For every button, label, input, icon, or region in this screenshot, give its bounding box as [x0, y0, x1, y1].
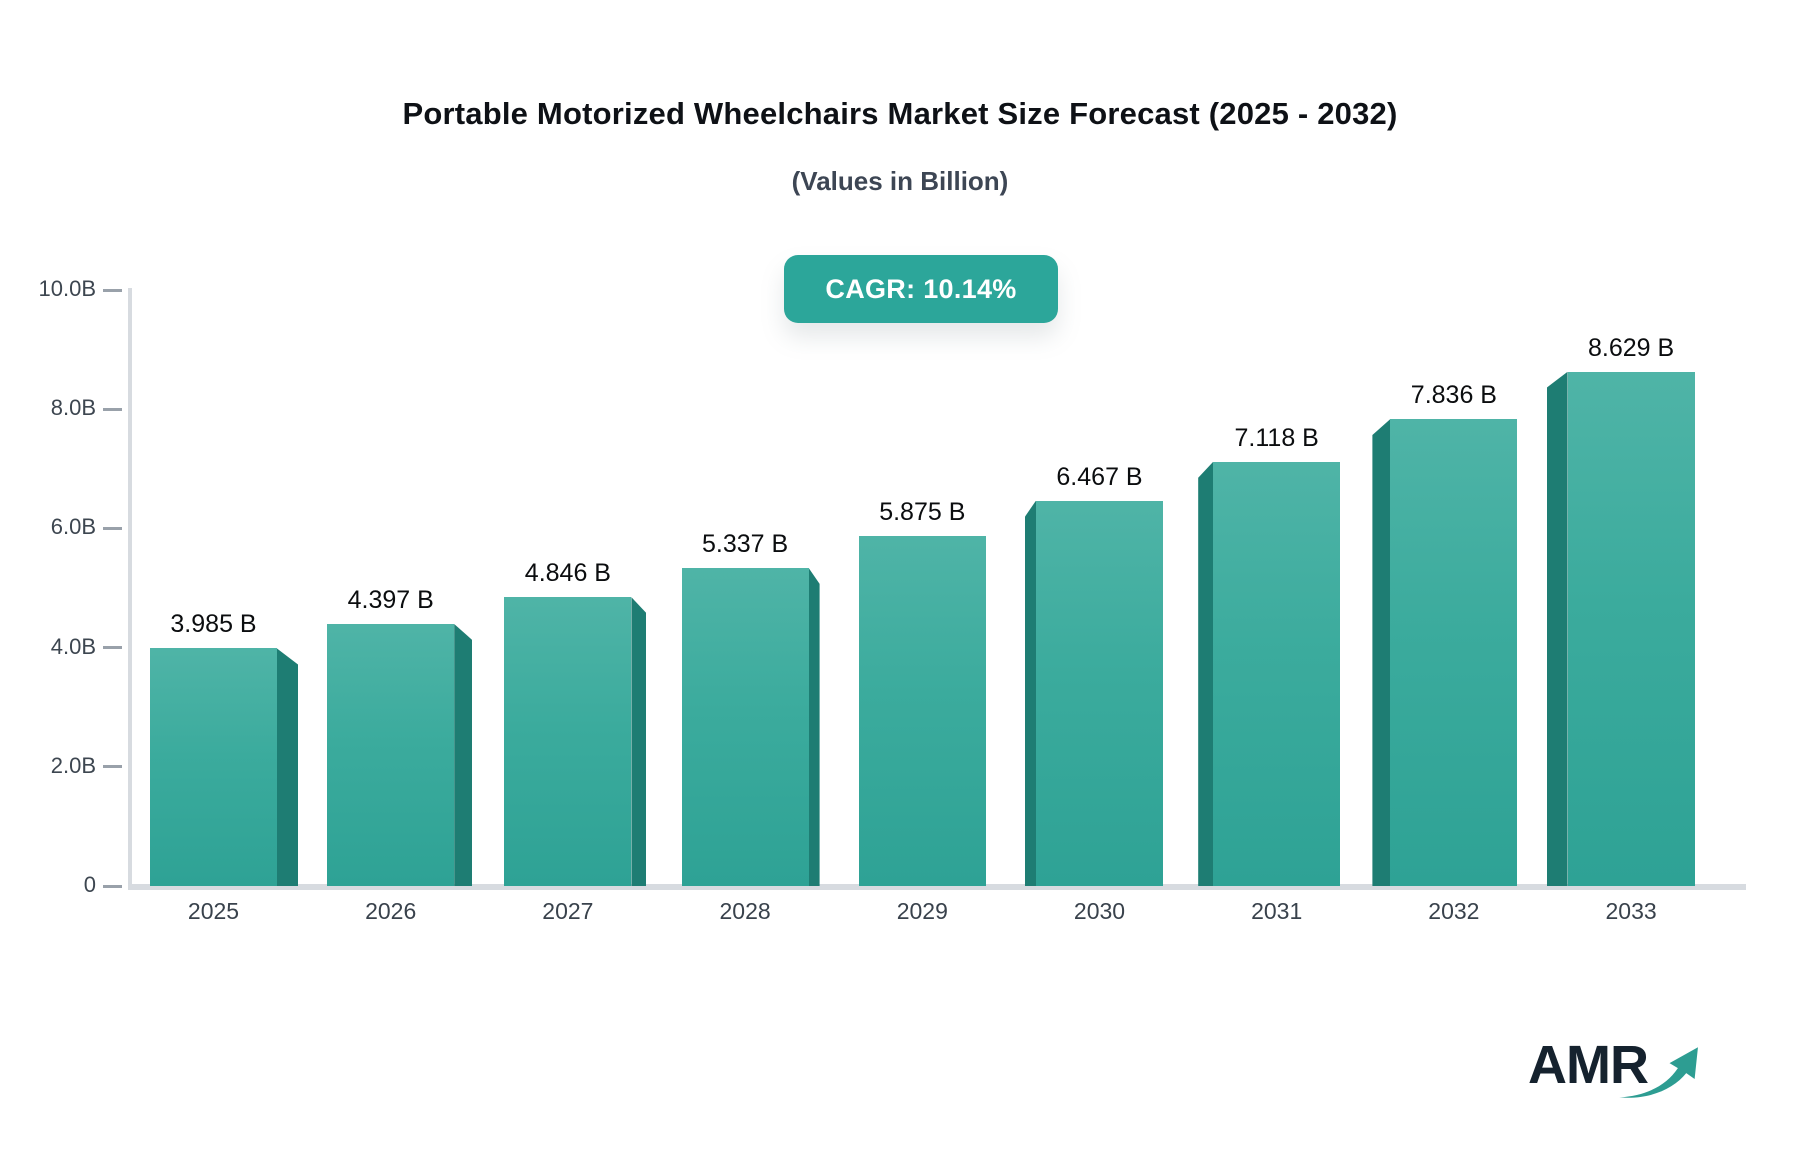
y-axis-label: 8.0B: [50, 395, 96, 421]
bar-value-label: 5.337 B: [702, 529, 789, 558]
bar-side-2025: [277, 648, 298, 886]
x-axis-label: 2030: [1073, 898, 1126, 924]
y-axis-label: 10.0B: [38, 276, 97, 301]
bar-2031: [1213, 461, 1341, 886]
amr-logo: AMR: [1528, 1032, 1738, 1112]
y-axis-tick: [103, 526, 122, 530]
x-axis-label: 2029: [896, 898, 948, 924]
y-axis-tick: [103, 646, 122, 650]
bar-side-2027: [631, 597, 647, 886]
x-axis-label: 2031: [1251, 898, 1303, 924]
bar-side-2031: [1198, 461, 1214, 886]
x-axis-label: 2032: [1428, 898, 1480, 924]
bar-2028: [681, 567, 809, 886]
x-axis-label: 2025: [187, 898, 240, 924]
y-axis-tick: [103, 288, 122, 292]
y-axis-label: 0: [83, 872, 96, 897]
bar-value-label: 5.875 B: [879, 497, 966, 526]
bar-side-2026: [454, 623, 473, 886]
y-axis-label: 6.0B: [50, 514, 96, 540]
cagr-badge-label: CAGR: 10.14%: [825, 273, 1017, 304]
bar-value-label: 3.985 B: [170, 610, 257, 639]
bar-value-label: 4.846 B: [524, 559, 611, 588]
y-axis-label: 2.0B: [50, 752, 96, 778]
y-axis-tick: [103, 765, 122, 769]
y-axis-line: [128, 288, 132, 888]
x-axis-label: 2026: [365, 898, 417, 924]
bar-2033: [1567, 371, 1695, 886]
cagr-badge: CAGR: 10.14%: [784, 255, 1058, 323]
x-axis-label: 2033: [1605, 898, 1657, 924]
bar-value-label: 7.118 B: [1234, 423, 1319, 452]
x-axis-baseline: [128, 884, 1746, 890]
bar-side-2033: [1546, 371, 1568, 886]
bar-side-2032: [1372, 418, 1391, 886]
bar-2026: [327, 623, 455, 886]
bar-value-label: 8.629 B: [1588, 333, 1675, 362]
bar-side-2030: [1025, 500, 1036, 886]
bar-2029: [858, 535, 986, 886]
bar-side-2028: [808, 567, 820, 886]
trend-up-arrow-icon: [1619, 1047, 1698, 1098]
bar-2032: [1390, 418, 1518, 886]
y-axis-tick: [103, 407, 122, 411]
amr-logo-text: AMR: [1528, 1035, 1649, 1095]
bar-value-label: 7.836 B: [1410, 380, 1497, 409]
bar-2025: [150, 648, 277, 886]
y-axis-label: 4.0B: [50, 633, 96, 659]
x-axis-label: 2027: [542, 898, 594, 924]
y-axis-tick: [103, 884, 122, 888]
chart-subtitle: (Values in Billion): [791, 166, 1009, 196]
bar-value-label: 6.467 B: [1056, 462, 1143, 491]
bar-2030: [1036, 500, 1163, 886]
bar-2027: [504, 597, 632, 886]
bar-value-label: 4.397 B: [347, 585, 434, 614]
x-axis-label: 2028: [719, 898, 771, 924]
chart-title: Portable Motorized Wheelchairs Market Si…: [402, 96, 1398, 131]
